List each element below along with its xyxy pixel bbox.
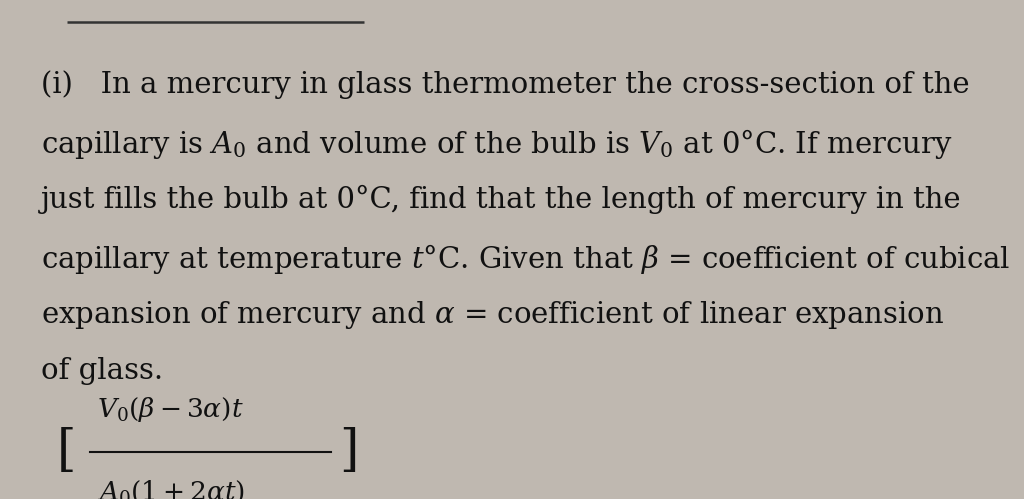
Text: [: [ <box>56 427 76 477</box>
Text: expansion of mercury and $\alpha$ = coefficient of linear expansion: expansion of mercury and $\alpha$ = coef… <box>41 299 944 331</box>
Text: (i)   In a mercury in glass thermometer the cross-section of the: (i) In a mercury in glass thermometer th… <box>41 70 970 99</box>
Text: capillary at temperature $t$°C. Given that $\beta$ = coefficient of cubical: capillary at temperature $t$°C. Given th… <box>41 242 1011 276</box>
Text: just fills the bulb at 0°C, find that the length of mercury in the: just fills the bulb at 0°C, find that th… <box>41 185 962 214</box>
Text: $A_0(1 + 2\alpha t)$: $A_0(1 + 2\alpha t)$ <box>97 479 246 499</box>
Text: ]: ] <box>339 427 358 477</box>
Text: capillary is $A_0$ and volume of the bulb is $V_0$ at 0°C. If mercury: capillary is $A_0$ and volume of the bul… <box>41 127 952 161</box>
Text: of glass.: of glass. <box>41 357 163 385</box>
Text: $V_0(\beta - 3\alpha)t$: $V_0(\beta - 3\alpha)t$ <box>97 395 244 424</box>
